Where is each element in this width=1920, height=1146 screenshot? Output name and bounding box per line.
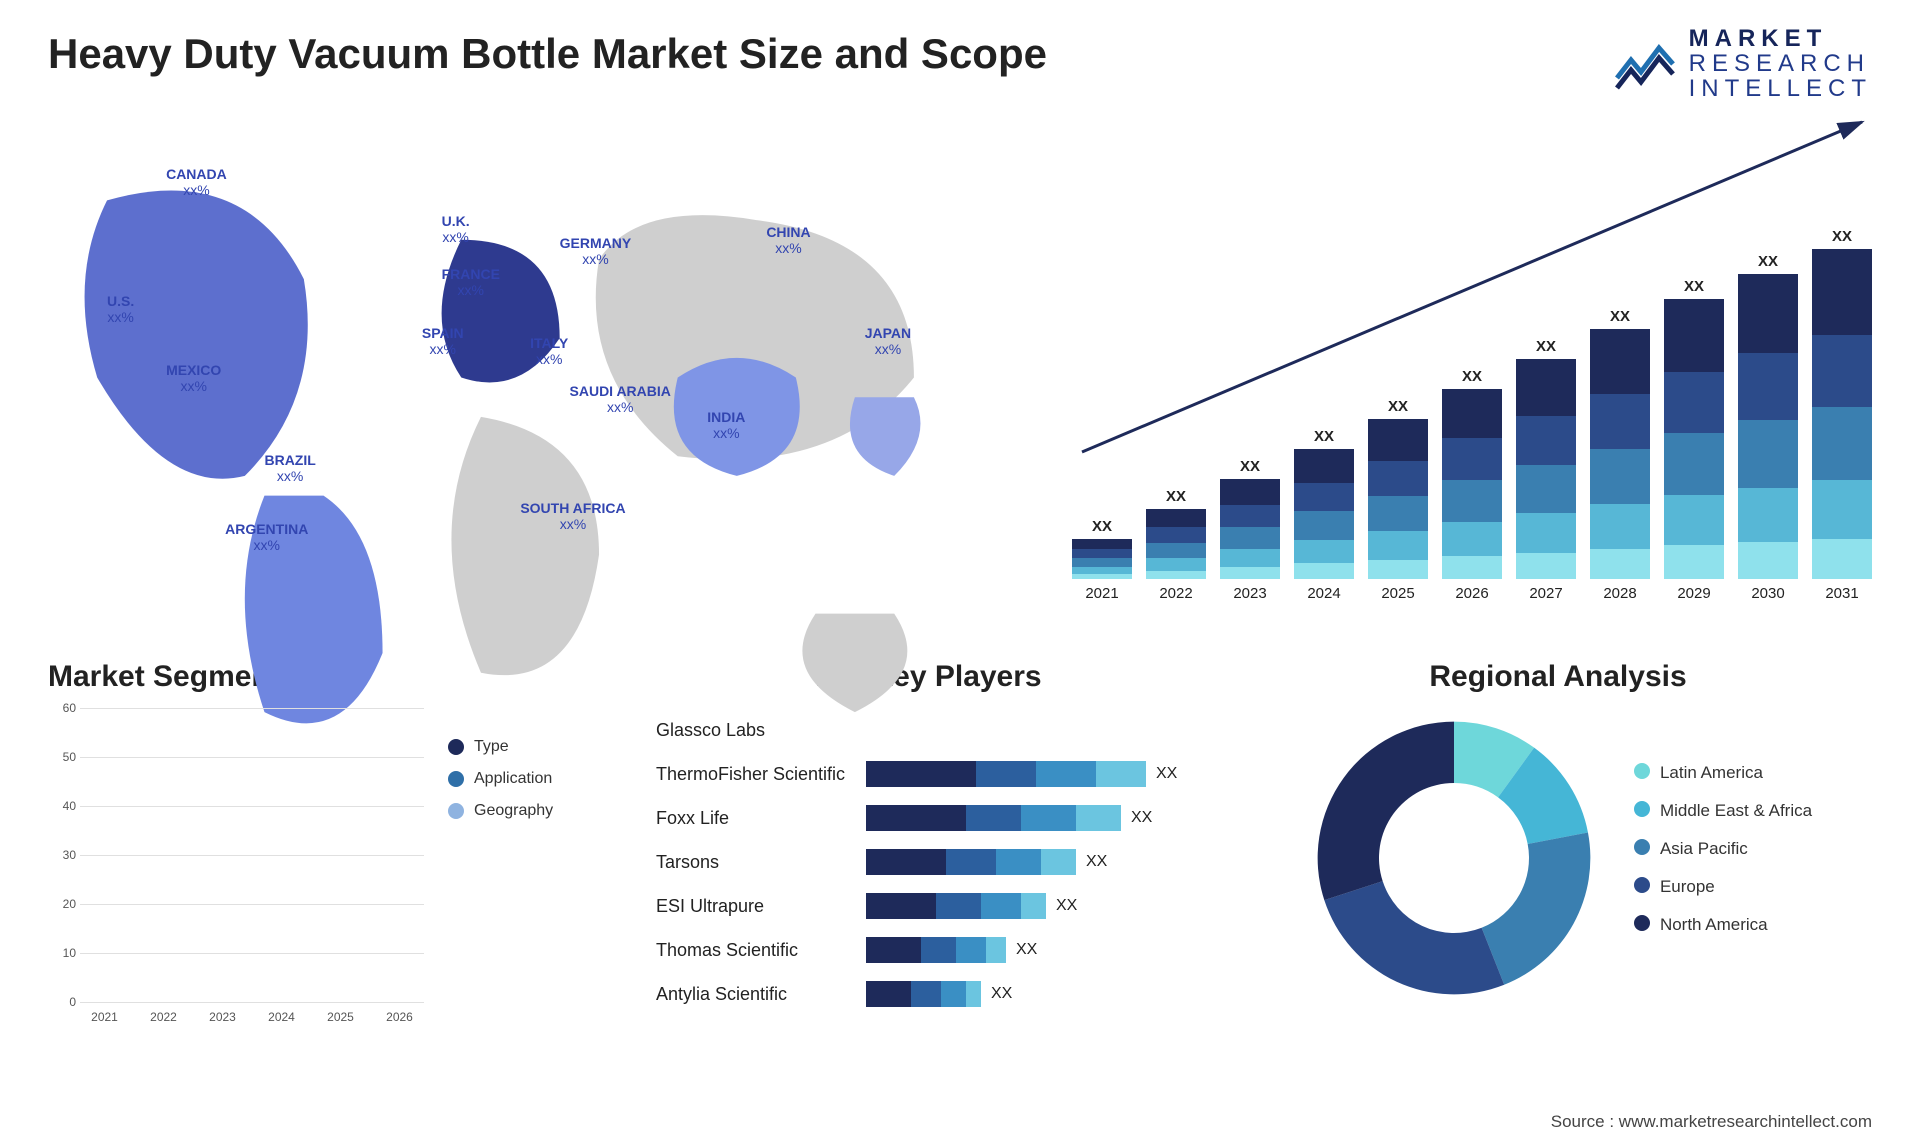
legend-item: North America: [1634, 915, 1812, 935]
brand-logo: MARKET RESEARCH INTELLECT: [1615, 26, 1872, 102]
regional-donut: [1304, 708, 1604, 1008]
logo-line-1: MARKET: [1689, 26, 1872, 51]
growth-bar: XX2022: [1146, 488, 1206, 602]
segmentation-chart: 0102030405060 202120222023202420252026: [48, 708, 424, 1028]
growth-bar: XX2029: [1664, 278, 1724, 602]
growth-bar: XX2030: [1738, 253, 1798, 602]
donut-slice: [1324, 881, 1504, 994]
legend-item: Europe: [1634, 877, 1812, 897]
country-label: SAUDI ARABIAxx%: [570, 383, 671, 415]
page-title: Heavy Duty Vacuum Bottle Market Size and…: [48, 30, 1872, 78]
legend-item: Latin America: [1634, 763, 1812, 783]
player-row: Thomas ScientificXX: [656, 928, 1196, 972]
map-svg: [48, 102, 1032, 791]
growth-bar: XX2027: [1516, 338, 1576, 602]
legend-item: Middle East & Africa: [1634, 801, 1812, 821]
regional-legend: Latin America Middle East & Africa Asia Pa…: [1634, 763, 1812, 953]
growth-bar: XX2021: [1072, 518, 1132, 602]
country-label: FRANCExx%: [442, 266, 500, 298]
regional-section: Regional Analysis Latin America Middle Ea…: [1244, 660, 1872, 1080]
growth-bar: XX2023: [1220, 458, 1280, 602]
country-label: CANADAxx%: [166, 166, 227, 198]
growth-bar: XX2028: [1590, 308, 1650, 602]
growth-chart: XX2021XX2022XX2023XX2024XX2025XX2026XX20…: [1072, 102, 1872, 632]
player-row: ESI UltrapureXX: [656, 884, 1196, 928]
player-row: Foxx LifeXX: [656, 796, 1196, 840]
country-label: BRAZILxx%: [264, 452, 315, 484]
growth-bar: XX2026: [1442, 368, 1502, 602]
country-label: ITALYxx%: [530, 335, 568, 367]
logo-icon: [1615, 38, 1675, 90]
growth-bar: XX2031: [1812, 228, 1872, 602]
growth-bar: XX2025: [1368, 398, 1428, 602]
country-label: JAPANxx%: [865, 325, 911, 357]
regional-title: Regional Analysis: [1244, 660, 1872, 694]
player-row: Antylia ScientificXX: [656, 972, 1196, 1016]
country-label: ARGENTINAxx%: [225, 521, 308, 553]
source-text: Source : www.marketresearchintellect.com: [1551, 1112, 1872, 1132]
donut-slice: [1482, 832, 1591, 984]
country-label: SOUTH AFRICAxx%: [520, 500, 625, 532]
player-row: TarsonsXX: [656, 840, 1196, 884]
country-label: CHINAxx%: [766, 224, 810, 256]
legend-item: Asia Pacific: [1634, 839, 1812, 859]
country-label: SPAINxx%: [422, 325, 464, 357]
country-label: MEXICOxx%: [166, 362, 221, 394]
world-map: CANADAxx% U.S.xx% MEXICOxx% BRAZILxx% ARGENT…: [48, 102, 1032, 632]
logo-line-3: INTELLECT: [1689, 76, 1872, 101]
country-label: INDIAxx%: [707, 409, 745, 441]
donut-slice: [1318, 722, 1454, 901]
country-label: U.S.xx%: [107, 293, 134, 325]
legend-item: Geography: [448, 802, 608, 820]
country-label: GERMANYxx%: [560, 235, 632, 267]
country-label: U.K.xx%: [442, 213, 470, 245]
logo-line-2: RESEARCH: [1689, 51, 1872, 76]
growth-bar: XX2024: [1294, 428, 1354, 602]
